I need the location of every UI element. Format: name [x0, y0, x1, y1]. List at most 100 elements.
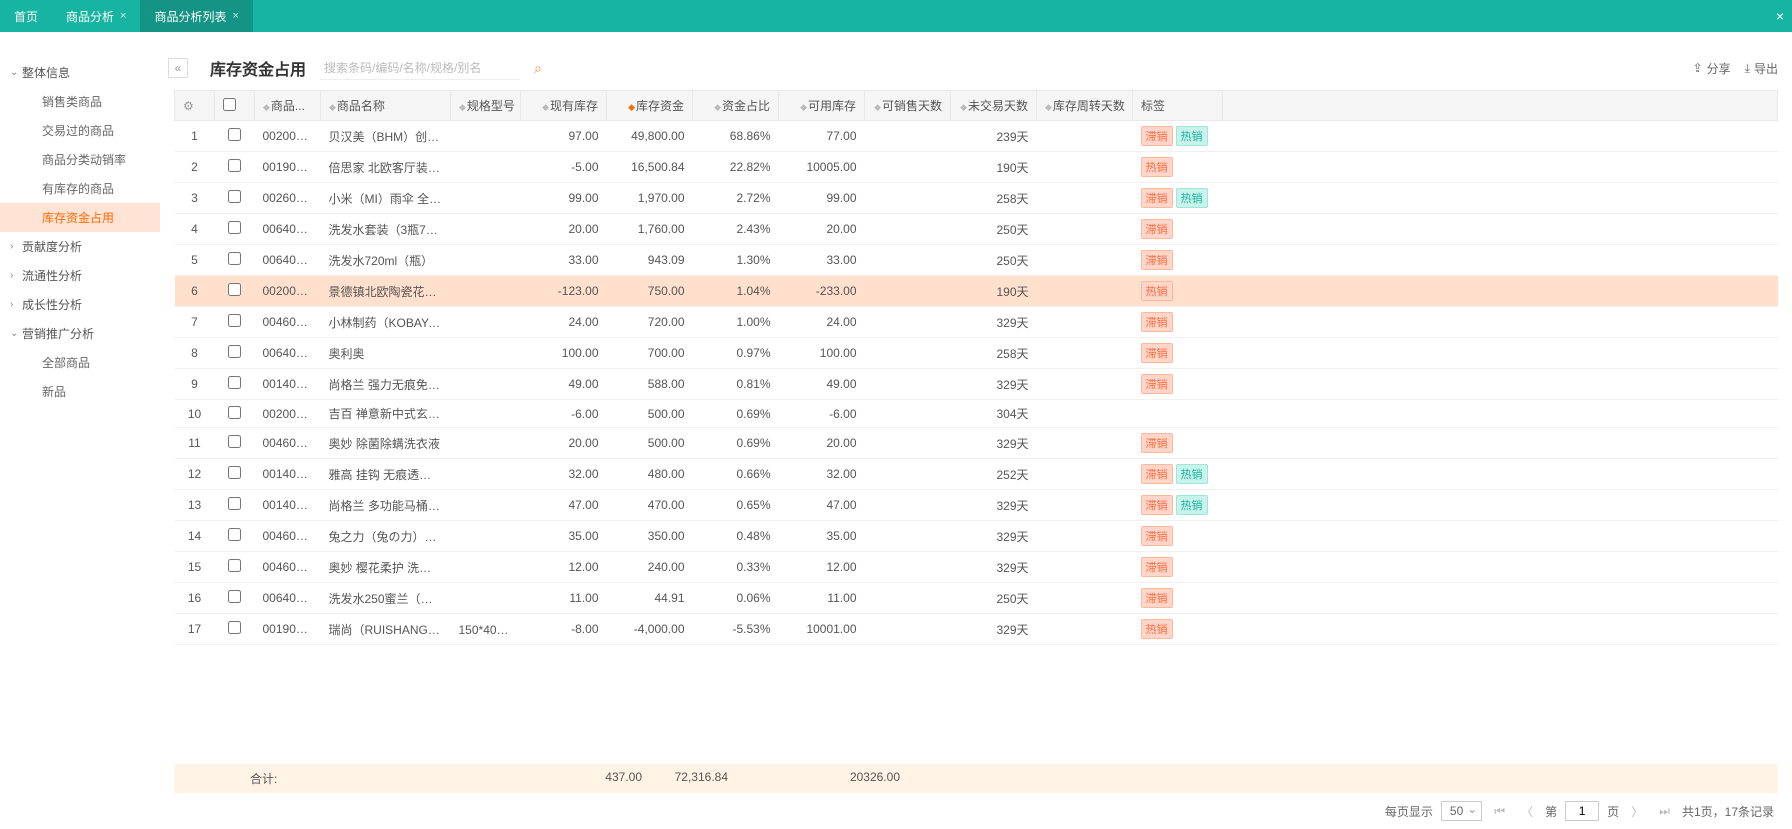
cell-code: 006400...	[255, 583, 321, 614]
row-checkbox[interactable]	[228, 221, 241, 234]
search-input[interactable]	[320, 57, 520, 80]
row-checkbox[interactable]	[228, 590, 241, 603]
share-button[interactable]: ⇪分享	[1693, 60, 1731, 77]
first-page-button[interactable]: ⏮	[1490, 804, 1509, 819]
table-row[interactable]: 15004600...奥妙 樱花柔护 洗衣凝珠 1012.00240.000.3…	[175, 552, 1778, 583]
sort-icon[interactable]: ◆	[800, 102, 805, 112]
cell-name: 吉百 禅意新中式玄关摆件客	[321, 400, 451, 428]
table-row[interactable]: 5006400...洗发水720ml（瓶）33.00943.091.30%33.…	[175, 245, 1778, 276]
sidebar-group-成长性分析[interactable]: ›成长性分析	[0, 290, 160, 319]
col-ratio[interactable]: ◆资金占比	[693, 91, 779, 121]
close-icon[interactable]: ×	[232, 10, 238, 22]
row-checkbox[interactable]	[228, 128, 241, 141]
sidebar-item-有库存的商品[interactable]: 有库存的商品	[0, 174, 160, 203]
table-row[interactable]: 13001400...尚格兰 多功能马桶刷套装 带47.00470.000.65…	[175, 490, 1778, 521]
col-pad[interactable]	[1223, 91, 1778, 121]
select-all-checkbox[interactable]	[223, 98, 236, 111]
close-all-icon[interactable]: ×	[1776, 0, 1784, 32]
col-fund[interactable]: ◆库存资金	[607, 91, 693, 121]
row-checkbox[interactable]	[228, 283, 241, 296]
sort-icon[interactable]: ◆	[960, 102, 965, 112]
sidebar-item-全部商品[interactable]: 全部商品	[0, 348, 160, 377]
col-nodeal[interactable]: ◆未交易天数	[951, 91, 1037, 121]
table-row[interactable]: 7004600...小林制药（KOBAYASHI）E24.00720.001.0…	[175, 307, 1778, 338]
row-checkbox[interactable]	[228, 252, 241, 265]
table-row[interactable]: 1002000...贝汉美（BHM）创意北欧风97.0049,800.0068.…	[175, 121, 1778, 152]
tab-首页[interactable]: 首页	[0, 0, 52, 32]
table-row[interactable]: 16006400...洗发水250蜜兰（袋）11.0044.910.06%11.…	[175, 583, 1778, 614]
table-row[interactable]: 14004600...兔之力（兔の力）粘毛器粘35.00350.000.48%3…	[175, 521, 1778, 552]
col-chk[interactable]	[215, 91, 255, 121]
row-checkbox[interactable]	[228, 159, 241, 172]
tab-商品分析[interactable]: 商品分析×	[52, 0, 140, 32]
table-row[interactable]: 17001900...瑞尚（RUISHANG） 卧室门150*40厘米-8.00…	[175, 614, 1778, 645]
col-sdays[interactable]: ◆可销售天数	[865, 91, 951, 121]
tab-商品分析列表[interactable]: 商品分析列表×	[140, 0, 252, 32]
sort-icon[interactable]: ◆	[714, 102, 719, 112]
sidebar-item-库存资金占用[interactable]: 库存资金占用	[0, 203, 160, 232]
row-checkbox[interactable]	[228, 314, 241, 327]
sort-icon[interactable]: ◆	[459, 102, 464, 112]
sidebar-item-商品分类动销率[interactable]: 商品分类动销率	[0, 145, 160, 174]
table-row[interactable]: 12001400...雅高 挂钩 无痕透明粘钩 强32.00480.000.66…	[175, 459, 1778, 490]
export-button[interactable]: ⤓导出	[1745, 60, 1778, 77]
collapse-sidebar-button[interactable]: «	[168, 58, 188, 78]
table-row[interactable]: 2001900...倍思家 北欧客厅装饰画卧室-5.0016,500.8422.…	[175, 152, 1778, 183]
table-row[interactable]: 3002600...小米（MI）雨伞 全自动折叠99.001,970.002.7…	[175, 183, 1778, 214]
page-input[interactable]	[1565, 801, 1599, 821]
col-code[interactable]: ◆商品...	[255, 91, 321, 121]
row-checkbox[interactable]	[228, 435, 241, 448]
col-tags[interactable]: 标签	[1133, 91, 1223, 121]
table-row[interactable]: 11004600...奥妙 除菌除螨洗衣液20.00500.000.69%20.…	[175, 428, 1778, 459]
col-avail[interactable]: ◆可用库存	[779, 91, 865, 121]
cell-sdays	[865, 152, 951, 183]
sidebar-group-营销推广分析[interactable]: ⌄营销推广分析	[0, 319, 160, 348]
cell-turn	[1037, 276, 1133, 307]
sort-icon[interactable]: ◆	[874, 102, 879, 112]
sort-icon[interactable]: ◆	[263, 102, 268, 112]
sidebar-group-整体信息[interactable]: ⌄整体信息	[0, 58, 160, 87]
search-icon[interactable]: ⌕	[534, 60, 542, 77]
row-checkbox[interactable]	[228, 345, 241, 358]
table-row[interactable]: 6002000...景德镇北欧陶瓷花瓶摆件 仿-123.00750.001.04…	[175, 276, 1778, 307]
row-checkbox[interactable]	[228, 559, 241, 572]
prev-page-button[interactable]: 〈	[1517, 803, 1537, 820]
last-page-button[interactable]: ⏭	[1655, 804, 1674, 819]
col-gear[interactable]: ⚙	[175, 91, 215, 121]
col-spec[interactable]: ◆规格型号	[451, 91, 521, 121]
row-checkbox[interactable]	[228, 376, 241, 389]
row-checkbox[interactable]	[228, 621, 241, 634]
col-stock[interactable]: ◆现有库存	[521, 91, 607, 121]
gear-icon[interactable]: ⚙	[183, 99, 194, 113]
table-row[interactable]: 9001400...尚格兰 强力无痕免打孔浴室49.00588.000.81%4…	[175, 369, 1778, 400]
cell-turn	[1037, 369, 1133, 400]
row-checkbox[interactable]	[228, 466, 241, 479]
sort-icon[interactable]: ◆	[1045, 102, 1050, 112]
cell-nodeal: 329天	[951, 521, 1037, 552]
cell-ratio: 0.48%	[693, 521, 779, 552]
sidebar-group-贡献度分析[interactable]: ›贡献度分析	[0, 232, 160, 261]
perpage-select[interactable]: 50	[1441, 801, 1482, 821]
sort-icon[interactable]: ◆	[628, 102, 633, 112]
row-checkbox[interactable]	[228, 528, 241, 541]
close-icon[interactable]: ×	[120, 10, 126, 22]
sidebar-item-交易过的商品[interactable]: 交易过的商品	[0, 116, 160, 145]
row-checkbox[interactable]	[228, 497, 241, 510]
cell-name: 贝汉美（BHM）创意北欧风	[321, 121, 451, 152]
sidebar-group-流通性分析[interactable]: ›流通性分析	[0, 261, 160, 290]
sort-icon[interactable]: ◆	[329, 102, 334, 112]
col-name[interactable]: ◆商品名称	[321, 91, 451, 121]
sidebar-item-新品[interactable]: 新品	[0, 377, 160, 406]
table-row[interactable]: 8006400...奥利奥100.00700.000.97%100.00258天…	[175, 338, 1778, 369]
table-row[interactable]: 4006400...洗发水套装（3瓶720ml+120.001,760.002.…	[175, 214, 1778, 245]
cell-nodeal: 250天	[951, 214, 1037, 245]
row-index: 5	[175, 245, 215, 276]
row-checkbox[interactable]	[228, 190, 241, 203]
table-row[interactable]: 10002000...吉百 禅意新中式玄关摆件客-6.00500.000.69%…	[175, 400, 1778, 428]
sidebar-item-销售类商品[interactable]: 销售类商品	[0, 87, 160, 116]
sort-icon[interactable]: ◆	[542, 102, 547, 112]
row-checkbox[interactable]	[228, 406, 241, 419]
next-page-button[interactable]: 〉	[1627, 803, 1647, 820]
col-turn[interactable]: ◆库存周转天数	[1037, 91, 1133, 121]
cell-tags: 热销	[1133, 614, 1223, 645]
